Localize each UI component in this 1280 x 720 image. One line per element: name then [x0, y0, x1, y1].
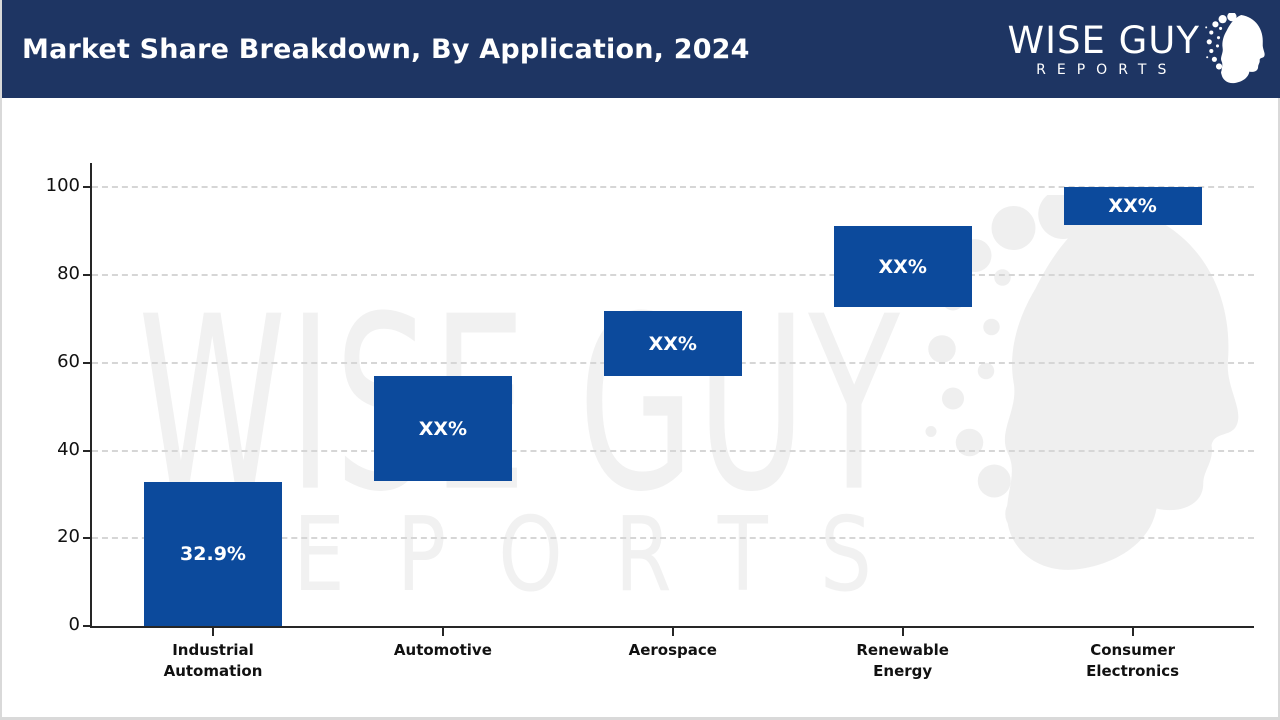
wise-guy-reports-logo: WISE GUY REPORTS: [1008, 13, 1268, 85]
x-tick-mark: [441, 628, 444, 636]
x-category-label: Aerospace: [628, 641, 717, 659]
y-axis-line: [90, 163, 92, 628]
x-category-label: Industrial Automation: [163, 641, 263, 680]
bar-value-label: XX%: [418, 417, 468, 440]
y-tick-label: 60: [57, 350, 80, 372]
waterfall-bar-4: XX%: [833, 225, 972, 308]
logo-wordmark: WISE GUY: [1007, 18, 1200, 62]
y-tick-label: 0: [68, 614, 80, 635]
waterfall-bar-1: 32.9%: [144, 481, 282, 626]
bar-value-label: XX%: [648, 332, 697, 355]
logo-subtitle: REPORTS: [1036, 61, 1178, 78]
header-bar: Market Share Breakdown, By Application, …: [2, 0, 1280, 98]
bar-value-label: 32.9%: [180, 542, 246, 565]
y-tick-mark: [83, 361, 91, 364]
x-category-label: Consumer Electronics: [1086, 641, 1180, 680]
y-tick-label: 20: [57, 526, 80, 548]
waterfall-bar-3: XX%: [603, 311, 742, 376]
x-tick-mark: [1131, 628, 1134, 636]
x-tick-mark: [212, 628, 214, 636]
y-tick-mark: [83, 274, 91, 277]
waterfall-bar-5: XX%: [1063, 187, 1202, 226]
waterfall-bar-2: XX%: [373, 375, 512, 482]
y-tick-label: 100: [45, 175, 80, 197]
gridline: [92, 274, 1254, 277]
page-title: Market Share Breakdown, By Application, …: [22, 33, 750, 65]
gridline: [92, 186, 1254, 189]
x-tick-mark: [671, 628, 674, 636]
y-tick-mark: [83, 449, 91, 452]
gridline: [92, 537, 1254, 540]
watermark-subtitle: REPORTS: [184, 496, 924, 615]
bar-value-label: XX%: [878, 255, 927, 278]
x-category-label: Renewable Energy: [856, 641, 949, 680]
y-tick-mark: [83, 537, 91, 540]
y-tick-label: 40: [57, 438, 80, 460]
x-category-label: Automotive: [393, 641, 492, 659]
y-tick-label: 80: [57, 263, 80, 285]
bar-value-label: XX%: [1108, 195, 1157, 218]
y-tick-mark: [83, 625, 91, 627]
y-tick-mark: [83, 186, 91, 189]
x-tick-mark: [901, 628, 904, 636]
gridline: [92, 449, 1254, 452]
x-axis-line: [90, 626, 1254, 628]
